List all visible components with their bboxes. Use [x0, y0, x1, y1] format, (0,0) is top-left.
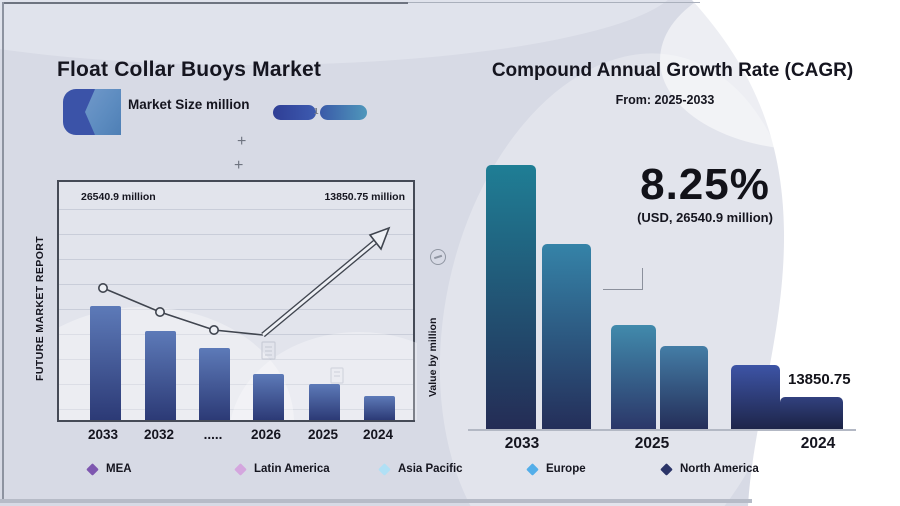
end-value-label: 13850.75 million	[324, 191, 405, 203]
minus-circle-icon	[430, 249, 446, 265]
legend-item-mea: MEA	[86, 462, 132, 476]
market-size-label: Market Size million	[128, 97, 250, 112]
plus-mark-icon: +	[234, 157, 244, 174]
bar-2024-b	[780, 397, 843, 430]
bar-2025-a	[611, 325, 656, 430]
x-label-2024: 2024	[362, 427, 394, 442]
ratio-pill-right	[320, 105, 367, 120]
x-label-2033: 2033	[504, 435, 540, 452]
growth-arrow-icon	[261, 226, 391, 338]
bar-2025	[309, 384, 340, 420]
ratio-pill-left	[273, 105, 316, 120]
bar-2032	[145, 331, 176, 420]
x-label-2025: 2025	[307, 427, 339, 442]
top-border-line	[3, 2, 408, 4]
top-border-line-light	[408, 2, 700, 3]
x-label-ellipsis: .....	[203, 427, 223, 442]
value-axis-label: Value by million	[427, 317, 439, 397]
diamond-marker-icon	[660, 462, 673, 476]
ratio-separator: 1	[314, 107, 319, 116]
bar-2025-b	[660, 346, 708, 430]
legend-label: Latin America	[254, 463, 330, 475]
cagr-title: Compound Annual Growth Rate (CAGR)	[491, 60, 854, 81]
x-label-2025: 2025	[634, 435, 670, 452]
cagr-context: (USD, 26540.9 million)	[637, 210, 773, 225]
cagr-value: 8.25%	[640, 160, 770, 209]
market-size-icon	[63, 89, 121, 135]
cagr-subtitle: From: 2025-2033	[615, 93, 715, 107]
ghost-document-icon	[330, 367, 344, 384]
legend-label: Asia Pacific	[398, 463, 463, 475]
left-axis-watermark: FUTURE MARKET REPORT	[34, 235, 46, 381]
legend-label: Europe	[546, 463, 586, 475]
legend-item-north-america: North America	[660, 462, 759, 476]
legend-item-asia-pacific: Asia Pacific	[378, 462, 463, 476]
bar-2033	[90, 306, 121, 420]
diamond-marker-icon	[86, 462, 99, 476]
legend-label: North America	[680, 463, 759, 475]
bar-2033-b	[542, 244, 591, 430]
diamond-marker-icon	[234, 462, 247, 476]
start-value-label: 26540.9 million	[81, 191, 156, 203]
x-axis-line	[468, 429, 856, 431]
corner-line-decoration	[603, 268, 643, 290]
bar-2033-a	[486, 165, 536, 430]
x-label-2032: 2032	[143, 427, 175, 442]
value-label-2024: 13850.75	[788, 371, 851, 388]
cagr-bar-chart	[460, 160, 860, 430]
ghost-document-icon	[261, 341, 276, 360]
plus-mark-icon: +	[237, 133, 247, 150]
bottom-edge-strip	[0, 499, 752, 503]
x-label-2024: 2024	[800, 435, 836, 452]
legend-item-europe: Europe	[526, 462, 586, 476]
bar-2024-a	[731, 365, 780, 430]
bar-2026	[253, 374, 284, 420]
page-title: Float Collar Buoys Market	[57, 58, 322, 81]
market-size-chart: 26540.9 million 13850.75 million	[57, 180, 417, 422]
bar-ellipsis-years	[199, 348, 230, 420]
legend-item-latin-america: Latin America	[234, 462, 330, 476]
x-label-2026: 2026	[250, 427, 282, 442]
x-label-2033: 2033	[87, 427, 119, 442]
diamond-marker-icon	[378, 462, 391, 476]
left-border-line	[2, 2, 4, 500]
diamond-marker-icon	[526, 462, 539, 476]
trend-line	[97, 283, 264, 336]
legend-label: MEA	[106, 463, 132, 475]
bar-2024	[364, 396, 395, 420]
